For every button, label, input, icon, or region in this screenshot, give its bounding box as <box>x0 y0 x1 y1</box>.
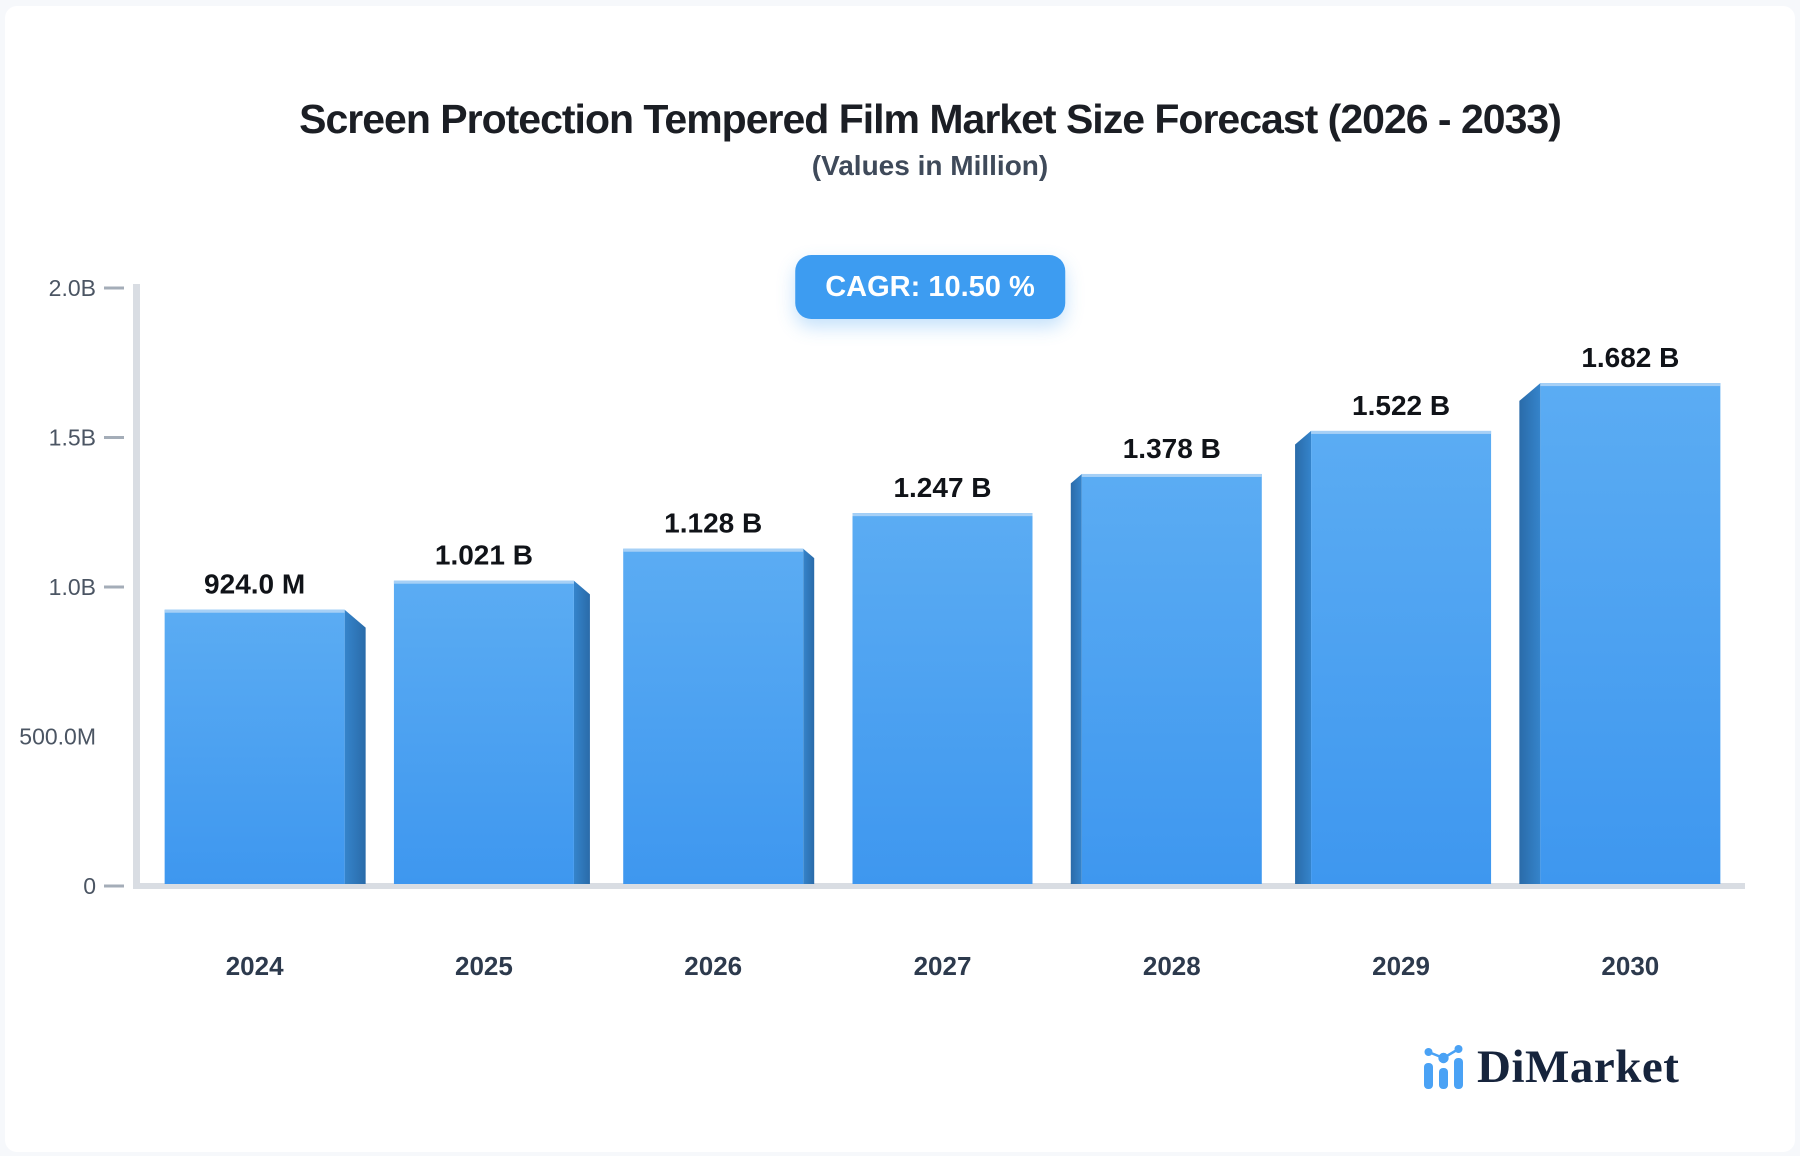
chart-title: Screen Protection Tempered Film Market S… <box>299 96 1562 142</box>
x-axis-label: 2028 <box>1143 951 1201 981</box>
bar-value-label: 1.021 B <box>435 540 533 571</box>
chart-subtitle: (Values in Million) <box>811 150 1049 181</box>
bar <box>1540 383 1721 884</box>
bar-side-face <box>1519 383 1541 884</box>
cagr-badge: CAGR: 10.50 % <box>795 255 1065 319</box>
y-axis-tick-label: 0 <box>83 873 96 899</box>
bar-side-face <box>1070 473 1082 884</box>
bar-side-face <box>1295 430 1312 884</box>
y-axis-tick-label: 500.0M <box>19 724 96 750</box>
bar-value-label: 1.128 B <box>664 508 762 539</box>
bar <box>623 548 804 884</box>
bar-side-face <box>803 548 815 884</box>
y-axis-tick-label: 2.0B <box>49 275 96 301</box>
x-axis-label: 2027 <box>914 951 972 981</box>
mini-bar-chart-icon <box>1424 1045 1463 1089</box>
bar <box>1081 473 1262 884</box>
bar-value-label: 1.247 B <box>893 472 991 503</box>
bar-value-label: 924.0 M <box>204 569 305 600</box>
bar-top-edge <box>852 513 1033 517</box>
brand-logo: DiMarket <box>1423 1040 1679 1094</box>
x-axis-label: 2029 <box>1372 951 1430 981</box>
x-axis-label: 2024 <box>226 951 284 981</box>
bar-top-edge <box>393 580 574 584</box>
bar-top-edge <box>1311 430 1492 434</box>
bar <box>852 513 1033 884</box>
x-axis-label: 2025 <box>455 951 513 981</box>
bar-value-label: 1.378 B <box>1123 433 1221 464</box>
x-axis-label: 2030 <box>1601 951 1659 981</box>
bar-top-edge <box>623 548 804 552</box>
bar-value-label: 1.682 B <box>1581 342 1679 373</box>
logo-text: DiMarket <box>1477 1041 1680 1093</box>
bar <box>1311 430 1492 884</box>
bar-top-edge <box>1540 383 1721 387</box>
bar-top-edge <box>1081 473 1262 477</box>
bar-side-face <box>573 580 590 884</box>
y-axis-tick <box>104 884 124 888</box>
y-axis-line <box>133 284 140 889</box>
y-axis-tick <box>104 436 124 439</box>
y-axis-tick-label: 1.5B <box>49 425 96 451</box>
y-axis-tick-label: 1.0B <box>49 574 96 600</box>
x-axis-line <box>133 883 1745 889</box>
bar <box>393 580 574 884</box>
bar <box>164 609 345 884</box>
bar-value-label: 1.522 B <box>1352 390 1450 421</box>
y-axis-tick <box>104 286 124 290</box>
bar-side-face <box>344 609 366 884</box>
bar-top-edge <box>164 609 345 613</box>
y-axis-tick <box>104 585 124 589</box>
x-axis-label: 2026 <box>684 951 742 981</box>
